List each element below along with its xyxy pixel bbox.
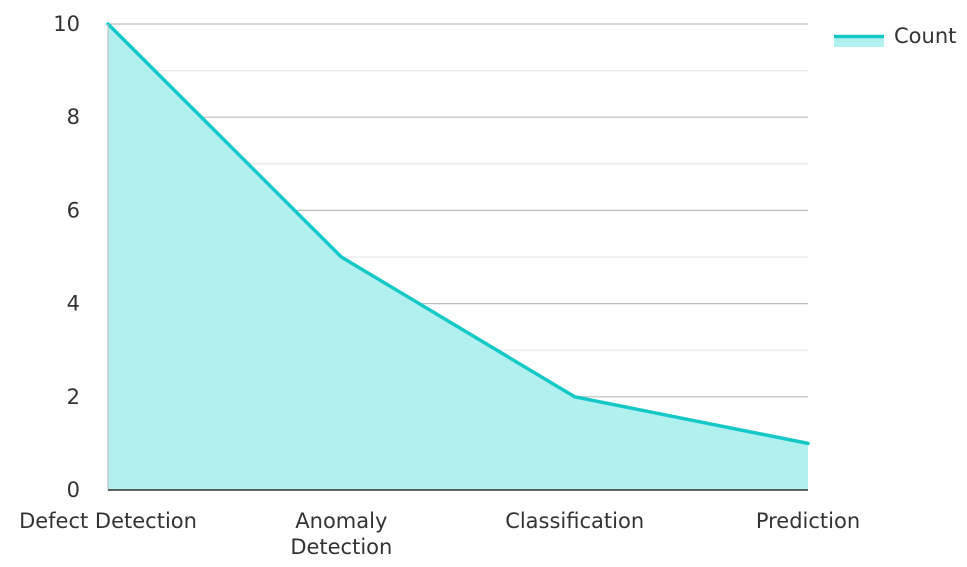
x-tick-label: Prediction bbox=[756, 509, 860, 533]
x-tick-label-line: Defect Detection bbox=[19, 509, 197, 533]
x-tick-label: Classification bbox=[505, 509, 644, 533]
y-tick-label: 0 bbox=[67, 478, 80, 502]
y-tick-label: 4 bbox=[67, 292, 80, 316]
x-tick-label-line: Prediction bbox=[756, 509, 860, 533]
y-tick-label: 6 bbox=[67, 198, 80, 222]
x-tick-label-line: Classification bbox=[505, 509, 644, 533]
y-tick-labels: 0 2 4 6 8 10 bbox=[53, 12, 80, 502]
y-tick-label: 10 bbox=[53, 12, 80, 36]
x-tick-label-line: Detection bbox=[290, 535, 392, 559]
x-tick-label: Defect Detection bbox=[19, 509, 197, 533]
x-tick-label-line: Anomaly bbox=[295, 509, 387, 533]
y-tick-label: 8 bbox=[67, 105, 80, 129]
legend-label: Count bbox=[894, 24, 956, 48]
y-tick-label: 2 bbox=[67, 385, 80, 409]
legend: Count bbox=[834, 24, 956, 48]
